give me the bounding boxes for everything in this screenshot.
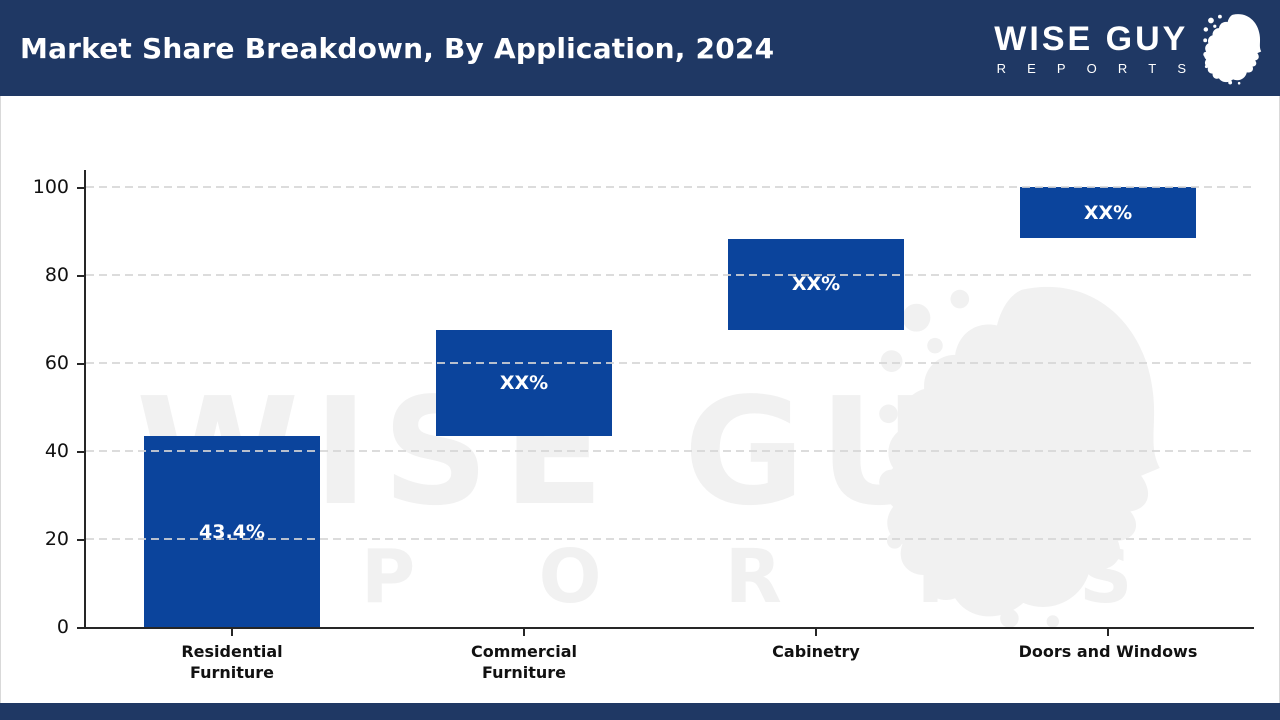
- x-tick-label-cabinetry: Cabinetry: [772, 642, 860, 661]
- bar-cabinetry: [728, 238, 904, 330]
- x-tick-2: [815, 629, 817, 636]
- logo-text: WISE GUY R E P O R T S: [987, 22, 1196, 75]
- y-tick-100: [77, 187, 84, 189]
- y-tick-label-0: 0: [56, 616, 69, 638]
- gridline-60: [86, 362, 1254, 364]
- bar-commercial-furniture: [436, 330, 612, 437]
- bar-value-label-residential-furniture: 43.4%: [199, 520, 265, 543]
- x-tick-3: [1107, 629, 1109, 636]
- watermark-text-ports: P O R T S: [361, 534, 1191, 620]
- y-tick-0: [77, 627, 84, 629]
- chart-canvas: WISE GUY P O R T S 43.4% XX% XX% XX% 0 20 40 60…: [0, 96, 1280, 703]
- bar-doors-and-windows: [1020, 187, 1196, 239]
- logo-face-icon: [1203, 14, 1262, 85]
- bar-value-label-commercial-furniture: XX%: [499, 372, 549, 395]
- y-axis: [84, 170, 86, 629]
- y-tick-label-80: 80: [44, 264, 69, 286]
- gridline-20: [86, 538, 1254, 540]
- y-tick-20: [77, 539, 84, 541]
- header-bar: Market Share Breakdown, By Application, …: [0, 0, 1280, 96]
- y-tick-label-60: 60: [44, 352, 69, 374]
- bar-value-label-doors-and-windows: XX%: [1083, 201, 1133, 224]
- x-tick-0: [231, 629, 233, 636]
- logo-subtitle: R E P O R T S: [996, 60, 1196, 76]
- page-title: Market Share Breakdown, By Application, …: [20, 31, 775, 65]
- y-tick-label-20: 20: [44, 528, 69, 550]
- gridline-100: [86, 186, 1254, 188]
- y-tick-80: [77, 275, 84, 277]
- bar-residential-furniture: [144, 436, 320, 627]
- bar-value-label-cabinetry: XX%: [791, 273, 841, 296]
- y-tick-40: [77, 451, 84, 453]
- x-tick-1: [523, 629, 525, 636]
- wise-guy-logo: WISE GUY R E P O R T S: [987, 9, 1266, 87]
- logo-wordmark: WISE GUY: [994, 19, 1189, 58]
- footer-bar: [0, 703, 1280, 720]
- y-tick-60: [77, 363, 84, 365]
- y-tick-label-100: 100: [32, 176, 69, 198]
- gridline-40: [86, 450, 1254, 452]
- y-tick-label-40: 40: [44, 440, 69, 462]
- gridline-80: [86, 274, 1254, 276]
- x-tick-label-residential-furniture: Residential Furniture: [181, 642, 283, 682]
- x-tick-label-commercial-furniture: Commercial Furniture: [470, 642, 578, 682]
- x-tick-label-doors-and-windows: Doors and Windows: [1018, 642, 1198, 661]
- x-axis: [84, 627, 1254, 629]
